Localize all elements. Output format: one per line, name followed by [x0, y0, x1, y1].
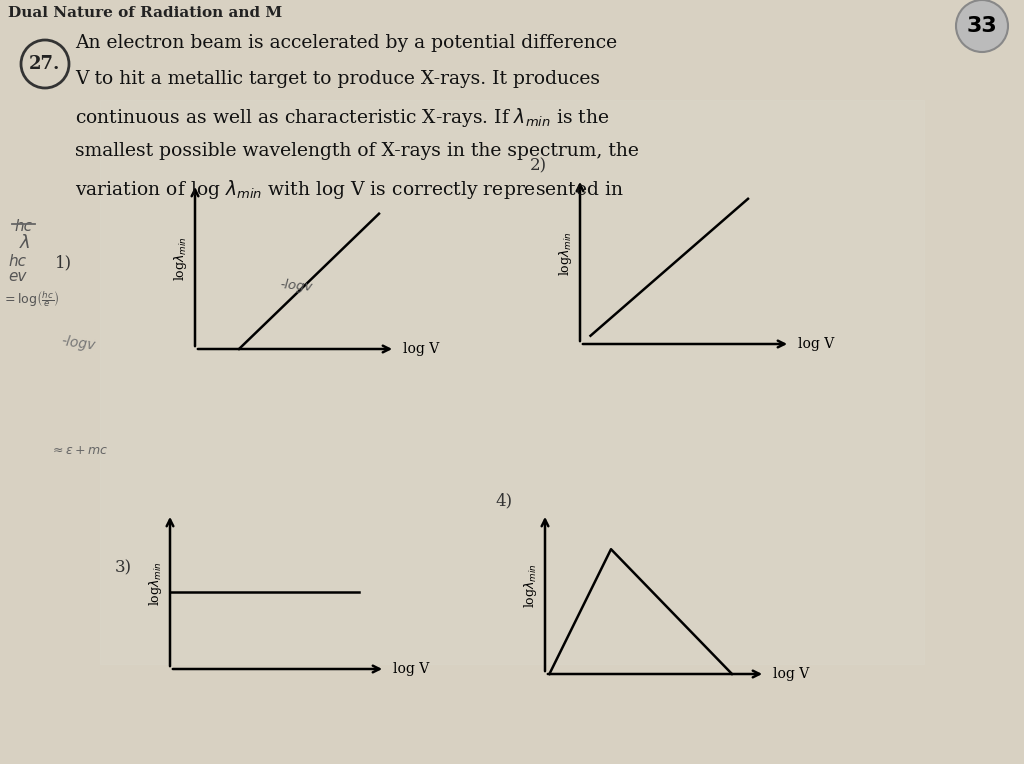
- Text: log$\lambda_{min}$: log$\lambda_{min}$: [172, 236, 189, 280]
- Text: variation of log $\lambda_{min}$ with log V is correctly represented in: variation of log $\lambda_{min}$ with lo…: [75, 178, 624, 201]
- Text: $\approx \varepsilon + mc$: $\approx \varepsilon + mc$: [50, 444, 109, 457]
- Text: 27.: 27.: [30, 55, 60, 73]
- Text: smallest possible wavelength of X-rays in the spectrum, the: smallest possible wavelength of X-rays i…: [75, 142, 639, 160]
- Text: log V: log V: [393, 662, 429, 676]
- Circle shape: [956, 0, 1008, 52]
- Text: 2): 2): [530, 157, 547, 174]
- Text: λ: λ: [20, 234, 31, 252]
- Text: 4): 4): [495, 492, 512, 509]
- Text: 33: 33: [967, 16, 997, 36]
- Text: $= \log\!\left(\frac{hc}{e}\right)$: $= \log\!\left(\frac{hc}{e}\right)$: [2, 289, 59, 309]
- Text: 1): 1): [55, 254, 72, 271]
- Text: hc: hc: [8, 254, 26, 269]
- Text: ev: ev: [8, 269, 27, 284]
- Text: -logv: -logv: [279, 278, 312, 294]
- Text: log$\lambda_{min}$: log$\lambda_{min}$: [557, 231, 574, 276]
- Text: Dual Nature of Radiation and M: Dual Nature of Radiation and M: [8, 6, 283, 20]
- Text: log V: log V: [403, 342, 439, 356]
- Text: An electron beam is accelerated by a potential difference: An electron beam is accelerated by a pot…: [75, 34, 617, 52]
- Text: log$\lambda_{min}$: log$\lambda_{min}$: [147, 562, 164, 606]
- Text: V to hit a metallic target to produce X-rays. It produces: V to hit a metallic target to produce X-…: [75, 70, 600, 88]
- Text: log$\lambda_{min}$: log$\lambda_{min}$: [522, 564, 539, 608]
- Bar: [100, 100, 924, 664]
- Text: 3): 3): [115, 560, 132, 577]
- Text: log V: log V: [773, 667, 809, 681]
- Text: log V: log V: [798, 337, 835, 351]
- Text: -logv: -logv: [60, 334, 96, 353]
- Text: hc: hc: [14, 219, 32, 234]
- Text: continuous as well as characteristic X-rays. If $\lambda_{min}$ is the: continuous as well as characteristic X-r…: [75, 106, 609, 129]
